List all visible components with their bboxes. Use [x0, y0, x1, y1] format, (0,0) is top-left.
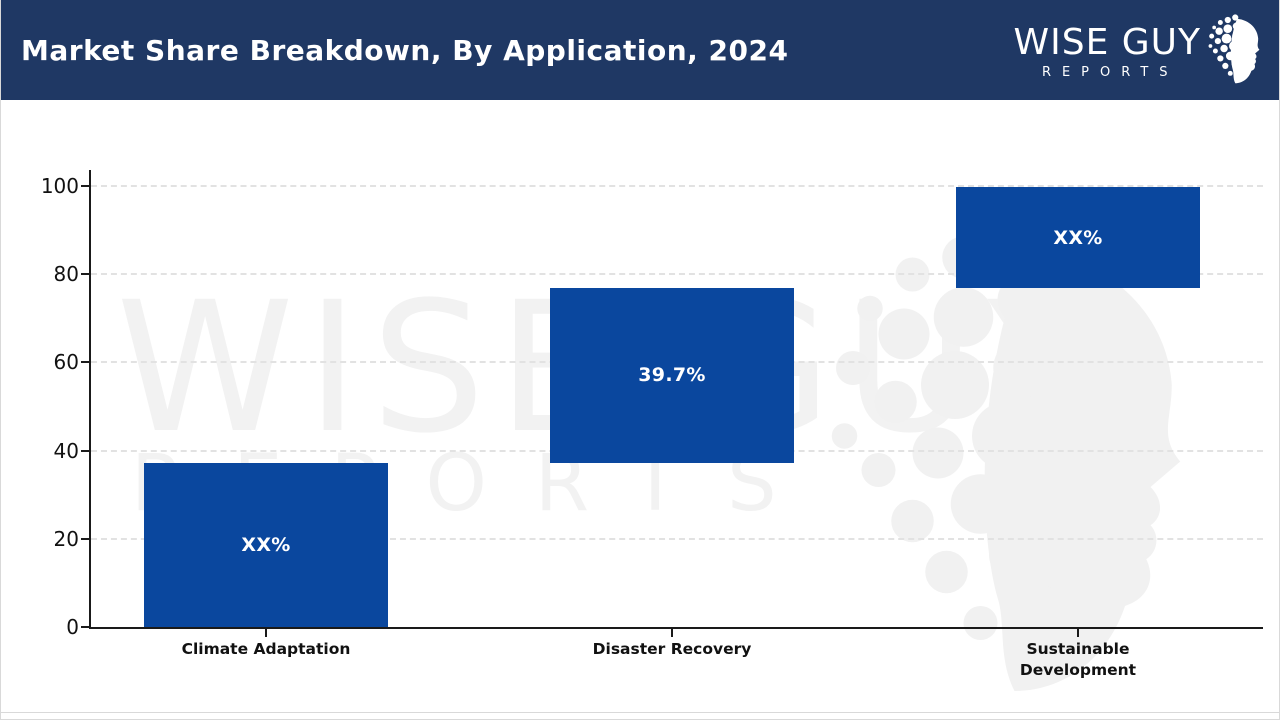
gridline-y20 — [91, 537, 1263, 540]
y-axis-tick — [81, 626, 89, 628]
header-bar: Market Share Breakdown, By Application, … — [1, 0, 1279, 100]
y-axis-tick-label: 40 — [53, 438, 79, 463]
bar-disaster-recovery: 39.7% — [550, 287, 794, 463]
bar-sustainable-development: XX% — [956, 187, 1200, 288]
logo-text: WISE GUY REPORTS — [1013, 21, 1202, 80]
wiseguy-logo: WISE GUY REPORTS — [1014, 10, 1266, 92]
bar-value-label: XX% — [1053, 226, 1103, 249]
watermark-head-icon — [831, 219, 1181, 691]
bar-climate-adaptation: XX% — [144, 462, 388, 627]
page-title: Market Share Breakdown, By Application, … — [21, 33, 789, 67]
category-label-1: Climate Adaptation — [181, 640, 351, 658]
category-label-3: Sustainable Development — [1019, 640, 1137, 679]
y-axis-tick — [81, 537, 89, 540]
y-axis-line — [89, 170, 91, 629]
y-axis-tick — [81, 361, 89, 364]
y-axis-tick-label: 20 — [53, 526, 79, 551]
y-axis-tick — [81, 273, 89, 276]
y-axis-tick — [81, 449, 89, 452]
y-axis-tick-label: 80 — [53, 262, 79, 287]
x-axis-tick — [1077, 629, 1079, 637]
bottom-divider — [1, 712, 1279, 713]
wiseguy-head-icon — [1203, 12, 1265, 90]
category-label-2: Disaster Recovery — [592, 640, 752, 658]
gridline-y80 — [91, 273, 1263, 276]
y-axis-tick-label: 100 — [40, 174, 79, 198]
x-axis-line — [89, 627, 1263, 629]
y-axis-tick-label: 60 — [53, 350, 79, 375]
x-axis-tick — [265, 629, 267, 637]
x-axis-tick — [671, 629, 673, 637]
logo-wordmark: WISE GUY — [1013, 21, 1201, 63]
gridline-y100 — [91, 185, 1263, 187]
y-axis-tick — [81, 185, 89, 187]
logo-subtitle: REPORTS — [1041, 64, 1179, 80]
chart-area: WISE GUY REPORTS 0 20 40 60 80 100 XX% 39.7% XX… — [1, 100, 1279, 719]
bar-value-label: 39.7% — [638, 364, 706, 387]
y-axis-tick-label: 0 — [66, 615, 79, 639]
bar-value-label: XX% — [241, 533, 291, 556]
